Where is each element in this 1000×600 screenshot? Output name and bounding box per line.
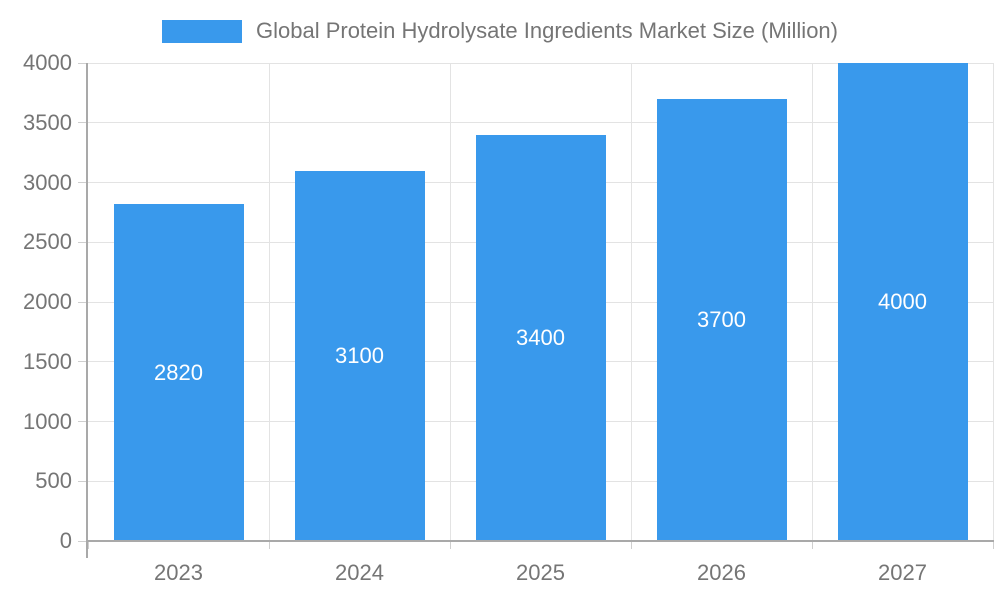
gridline-horizontal: [88, 122, 993, 124]
x-axis-line: [86, 540, 994, 542]
bar-2023[interactable]: [113, 204, 244, 540]
y-axis-tick: [78, 122, 88, 124]
y-axis-tick-label: 1500: [23, 348, 72, 374]
y-axis-tick-label: 0: [59, 528, 72, 553]
y-axis-tick-label: 3000: [23, 169, 72, 195]
x-axis-tick: [449, 541, 451, 549]
gridline-vertical: [268, 63, 270, 541]
bar-value-label-2027: 4000: [878, 289, 927, 314]
y-axis-tick: [78, 182, 88, 183]
x-axis-tick: [630, 541, 632, 549]
y-axis-line: [86, 63, 88, 558]
y-axis-tick-label: 4000: [23, 50, 72, 75]
x-axis-label-2023: 2023: [154, 560, 203, 585]
y-axis-tick-label: 500: [35, 468, 72, 494]
bar-2025[interactable]: [475, 134, 606, 540]
y-axis-tick: [78, 361, 88, 363]
gridline-horizontal: [88, 62, 993, 64]
x-axis-label-2027: 2027: [878, 560, 927, 585]
y-axis-tick: [78, 540, 88, 542]
x-axis-label-2026: 2026: [697, 560, 746, 585]
x-axis-tick: [992, 541, 994, 549]
x-axis-tick: [811, 541, 813, 549]
gridline-vertical: [449, 63, 451, 541]
y-axis-tick: [78, 421, 88, 422]
x-axis-label-2024: 2024: [335, 560, 384, 585]
x-axis-tick: [268, 541, 270, 549]
x-axis-tick: [87, 541, 89, 549]
y-axis-tick-label: 2500: [23, 229, 72, 255]
bar-2027[interactable]: [837, 63, 968, 540]
y-axis-tick: [78, 241, 88, 243]
y-axis-tick-label: 2000: [23, 289, 72, 314]
y-axis-tick-label: 3500: [23, 109, 72, 135]
y-axis-tick-label: 1000: [23, 408, 72, 434]
chart-legend[interactable]: Global Protein Hydrolysate Ingredients M…: [0, 18, 1000, 44]
legend-swatch: [161, 19, 242, 43]
chart-title: Global Protein Hydrolysate Ingredients M…: [255, 18, 838, 43]
x-axis-label-2025: 2025: [516, 560, 565, 585]
gridline-vertical: [630, 63, 632, 541]
y-axis-tick: [78, 301, 88, 303]
bar-value-label-2026: 3700: [697, 306, 746, 332]
bar-value-label-2024: 3100: [335, 342, 384, 368]
gridline-vertical: [811, 63, 813, 541]
bar-value-label-2023: 2820: [154, 359, 203, 385]
bar-value-label-2025: 3400: [516, 324, 565, 350]
gridline-vertical: [992, 63, 994, 541]
bar-2026[interactable]: [656, 98, 787, 540]
y-axis-tick: [78, 62, 88, 64]
bar-2024[interactable]: [294, 170, 425, 540]
y-axis-tick: [78, 480, 88, 482]
